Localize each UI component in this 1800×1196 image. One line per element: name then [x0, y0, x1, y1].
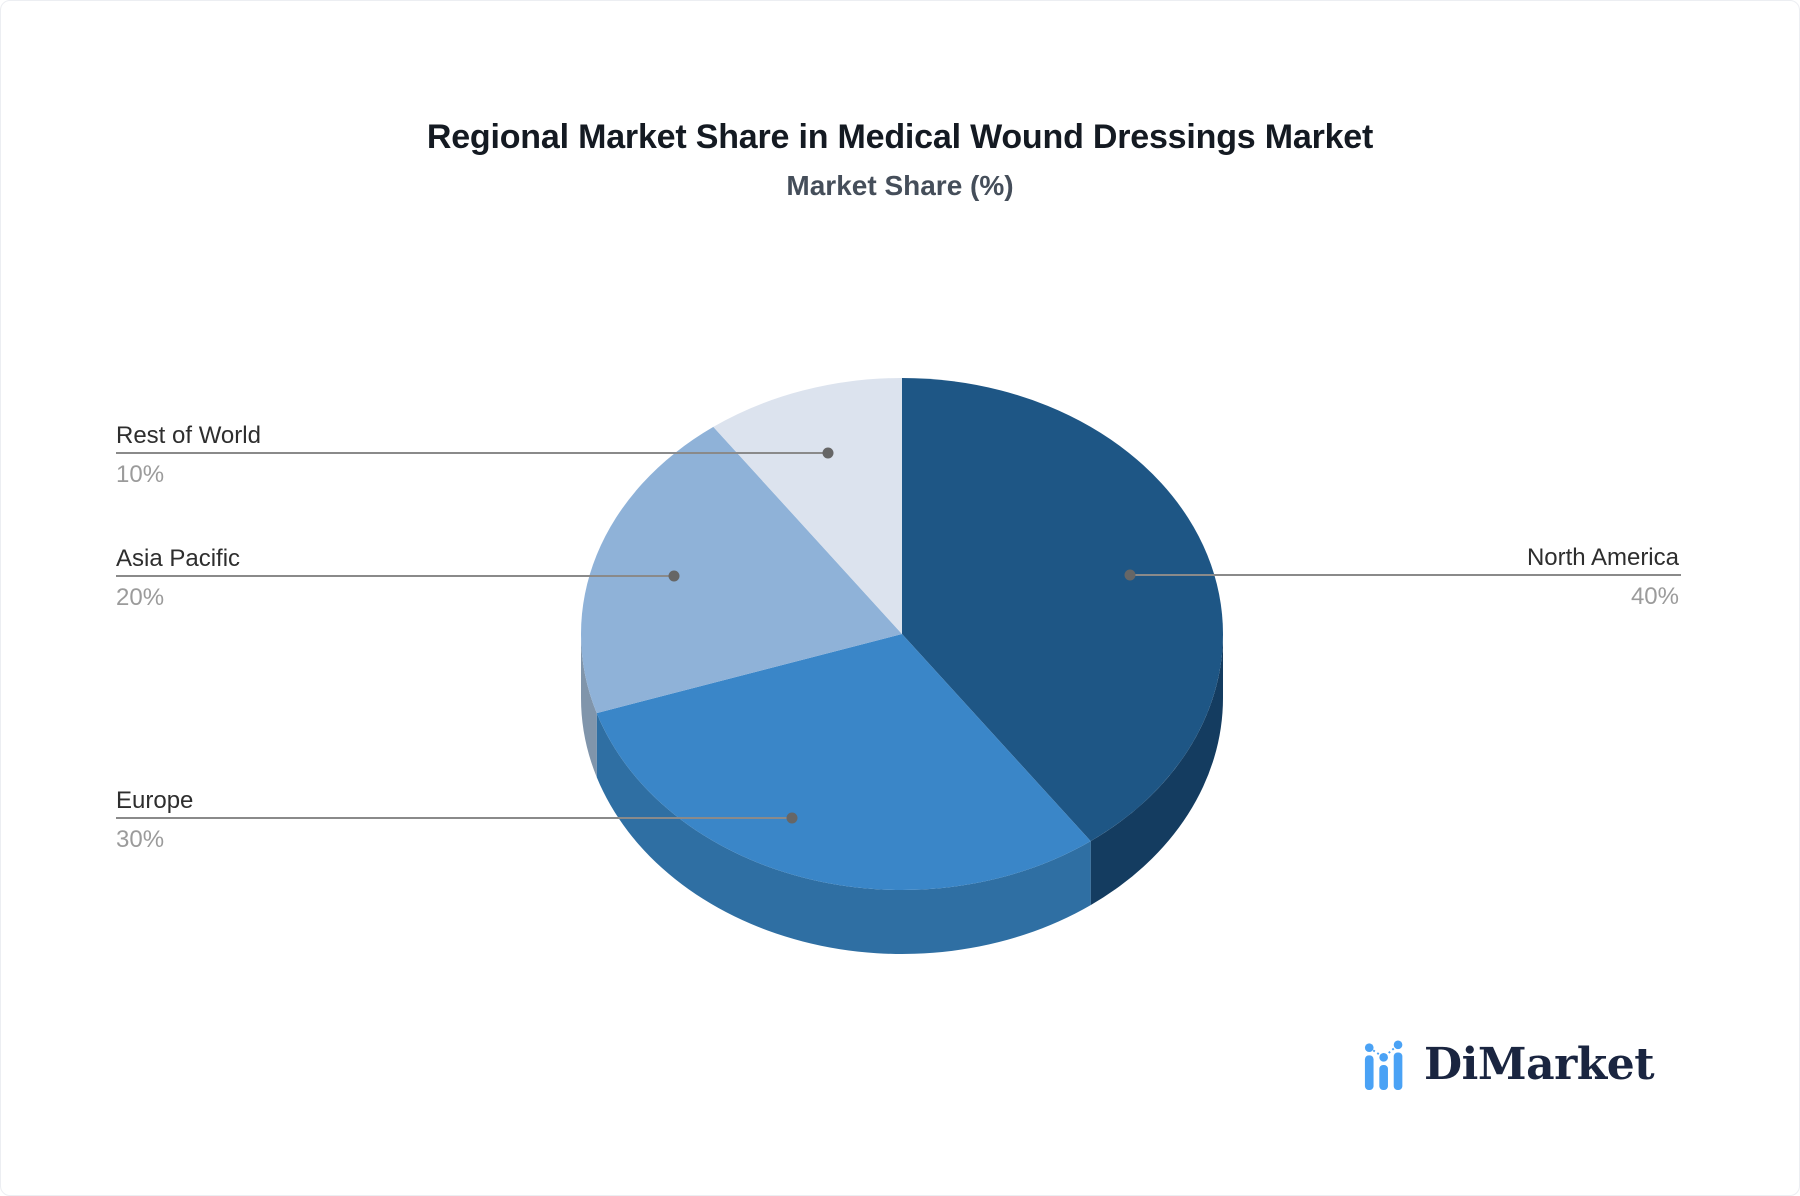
chart-header: Regional Market Share in Medical Wound D… — [1, 1, 1799, 201]
pie-slice-side-north-america — [1090, 634, 1223, 906]
callout-value: 20% — [116, 584, 165, 611]
leader-dot-asia-pacific — [668, 570, 680, 582]
callout-value: 30% — [116, 826, 165, 853]
callout-label: Europe — [116, 787, 194, 814]
bar-chart-logo-icon — [1364, 1040, 1403, 1090]
callout-label: North America — [1526, 544, 1679, 571]
callout-label: Asia Pacific — [116, 545, 241, 572]
callout-label: Rest of World — [116, 422, 261, 449]
pie-slice-rest-of-world[interactable] — [713, 378, 902, 634]
leader-dot-north-america — [1124, 569, 1136, 581]
pie-slice-asia-pacific[interactable] — [581, 426, 902, 714]
leader-dot-rest-of-world — [822, 447, 834, 459]
chart-subtitle: Market Share (%) — [786, 170, 1014, 201]
callout-value: 10% — [116, 461, 165, 488]
callout-europe: Europe 30% — [116, 787, 836, 854]
callout-value: 40% — [1630, 583, 1679, 610]
pie-slice-north-america[interactable] — [902, 378, 1223, 842]
callout-asia-pacific: Asia Pacific 20% — [116, 545, 836, 612]
pie-slice-side-europe — [596, 713, 1091, 954]
chart-title: Regional Market Share in Medical Wound D… — [426, 118, 1374, 156]
callout-rest-of-world: Rest of World 10% — [116, 422, 836, 489]
leader-dot-europe — [786, 812, 798, 824]
callout-north-america: North America 40% — [959, 544, 1679, 611]
pie-slice-europe[interactable] — [596, 634, 1091, 890]
pie-slice-side-asia-pacific — [581, 634, 597, 778]
logo-icon-shapes — [1364, 1040, 1403, 1090]
logo-text: DiMarket — [1424, 1039, 1655, 1090]
dimarket-logo[interactable]: DiMarket — [1363, 1039, 1655, 1090]
